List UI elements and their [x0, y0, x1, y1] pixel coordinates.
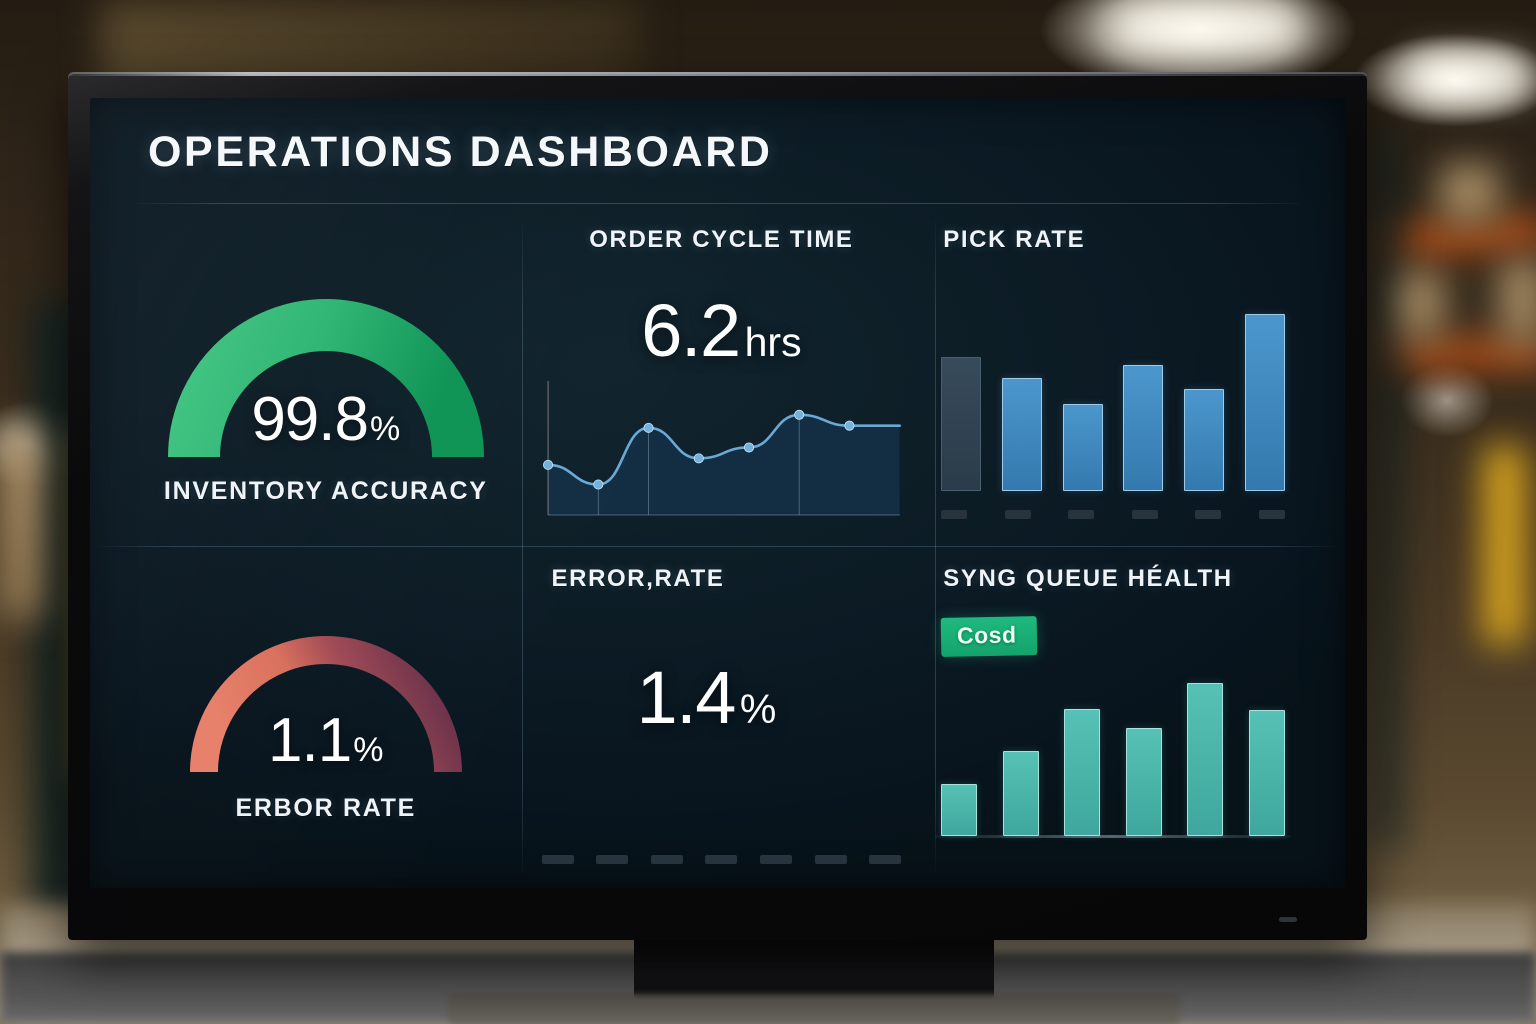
kpi-grid: 99.8% INVENTORY ACCURACY ORDER CYCLE TIM…: [90, 204, 1345, 888]
pick-rate-axis-ticks: [941, 510, 1285, 519]
gauge-error-rate: 1.1% ERBOR RATE: [152, 565, 500, 860]
gauge-arc-error-rate: 1.1%: [176, 598, 476, 778]
error-rate-gauge-label: ERBOR RATE: [235, 794, 416, 822]
axis-tick: [759, 855, 792, 864]
background-pallet-box-b: [1398, 272, 1444, 342]
axis-tick: [650, 855, 683, 864]
bar[interactable]: [1249, 710, 1285, 836]
bar[interactable]: [1064, 708, 1101, 836]
sync-queue-health-title: SYNG QUEUE HÉALTH: [943, 565, 1233, 592]
monitor-stand-neck: [634, 938, 994, 1002]
axis-tick: [596, 855, 629, 864]
axis-tick: [1068, 510, 1095, 519]
header-divider: [134, 203, 1301, 204]
axis-tick: [705, 855, 738, 864]
order-cycle-time-area-chart[interactable]: [540, 377, 904, 529]
bar[interactable]: [1244, 314, 1285, 491]
card-pick-rate[interactable]: PICK RATE: [917, 204, 1309, 543]
error-rate-unit: %: [739, 686, 777, 732]
sync-queue-baseline: [935, 835, 1291, 838]
bar[interactable]: [1187, 683, 1224, 836]
dashboard-header: OPERATIONS DASHBOARD: [90, 98, 1345, 177]
order-cycle-time-value: 6.2: [641, 289, 741, 372]
error-rate-gauge-value: 1.1: [268, 706, 352, 775]
card-error-rate[interactable]: ERROR,RATE 1.4%: [526, 543, 918, 882]
error-rate-metric: 1.4%: [526, 655, 888, 740]
background-carton-left: [0, 430, 44, 620]
axis-tick: [814, 855, 847, 864]
gauge-error-value-group: 1.1%: [176, 705, 476, 776]
bar[interactable]: [941, 356, 982, 491]
card-error-rate-gauge[interactable]: 1.1% ERBOR RATE: [126, 543, 526, 882]
order-cycle-time-unit: hrs: [744, 319, 802, 365]
bar[interactable]: [1184, 388, 1225, 491]
axis-tick: [541, 855, 574, 864]
gauge-arc-inventory: 99.8%: [161, 235, 491, 461]
bar[interactable]: [1002, 378, 1042, 491]
bezel-highlight: [68, 72, 1367, 76]
gauge-inventory-accuracy: 99.8% INVENTORY ACCURACY: [152, 226, 500, 521]
inventory-accuracy-unit: %: [369, 410, 401, 448]
axis-tick: [869, 855, 902, 864]
background-pallet-box-c: [1500, 262, 1536, 348]
inventory-accuracy-value: 99.8: [251, 385, 369, 454]
card-inventory-accuracy[interactable]: 99.8% INVENTORY ACCURACY: [126, 204, 526, 543]
bar[interactable]: [1123, 365, 1164, 491]
inventory-accuracy-label: INVENTORY ACCURACY: [163, 477, 488, 505]
card-sync-queue-health[interactable]: SYNG QUEUE HÉALTH Cosd: [917, 543, 1309, 882]
card-order-cycle-time[interactable]: ORDER CYCLE TIME 6.2 hrs: [526, 204, 918, 543]
error-rate-axis-ticks: [541, 855, 902, 864]
sync-queue-bar-chart[interactable]: [941, 643, 1285, 836]
background-ceiling-light-b: [1408, 58, 1528, 94]
bar[interactable]: [1062, 403, 1103, 491]
error-rate-value: 1.4: [636, 656, 736, 739]
pick-rate-bar-chart[interactable]: [941, 278, 1285, 491]
grid-divider-horizontal: [98, 546, 1337, 547]
background-yellow-post-right: [1482, 445, 1528, 645]
axis-tick: [1004, 510, 1031, 519]
page-title: OPERATIONS DASHBOARD: [148, 128, 773, 176]
error-rate-title: ERROR,RATE: [551, 565, 725, 592]
bar[interactable]: [941, 783, 978, 836]
bar[interactable]: [1002, 751, 1039, 836]
order-cycle-time-metric: 6.2 hrs: [641, 288, 801, 373]
order-cycle-time-title: ORDER CYCLE TIME: [589, 226, 854, 253]
background-rack-upright: [1378, 130, 1398, 850]
background-pallet-box-a: [1440, 165, 1500, 225]
gauge-inventory-value-group: 99.8%: [161, 384, 491, 455]
grid-divider-vertical-2: [935, 220, 936, 872]
axis-tick: [941, 510, 968, 519]
axis-tick: [1195, 510, 1222, 519]
dashboard-screen: OPERATIONS DASHBOARD: [90, 98, 1345, 888]
grid-divider-vertical-1: [522, 220, 523, 872]
pick-rate-title: PICK RATE: [943, 226, 1086, 253]
power-led-icon: [1279, 917, 1297, 922]
background-ceiling-light-a: [1110, 8, 1300, 48]
axis-tick: [1259, 510, 1285, 519]
axis-tick: [1131, 510, 1158, 519]
monitor-stand-base: [448, 994, 1180, 1024]
error-rate-gauge-unit: %: [353, 731, 384, 769]
bar[interactable]: [1125, 727, 1162, 836]
monitor: OPERATIONS DASHBOARD: [68, 72, 1367, 940]
